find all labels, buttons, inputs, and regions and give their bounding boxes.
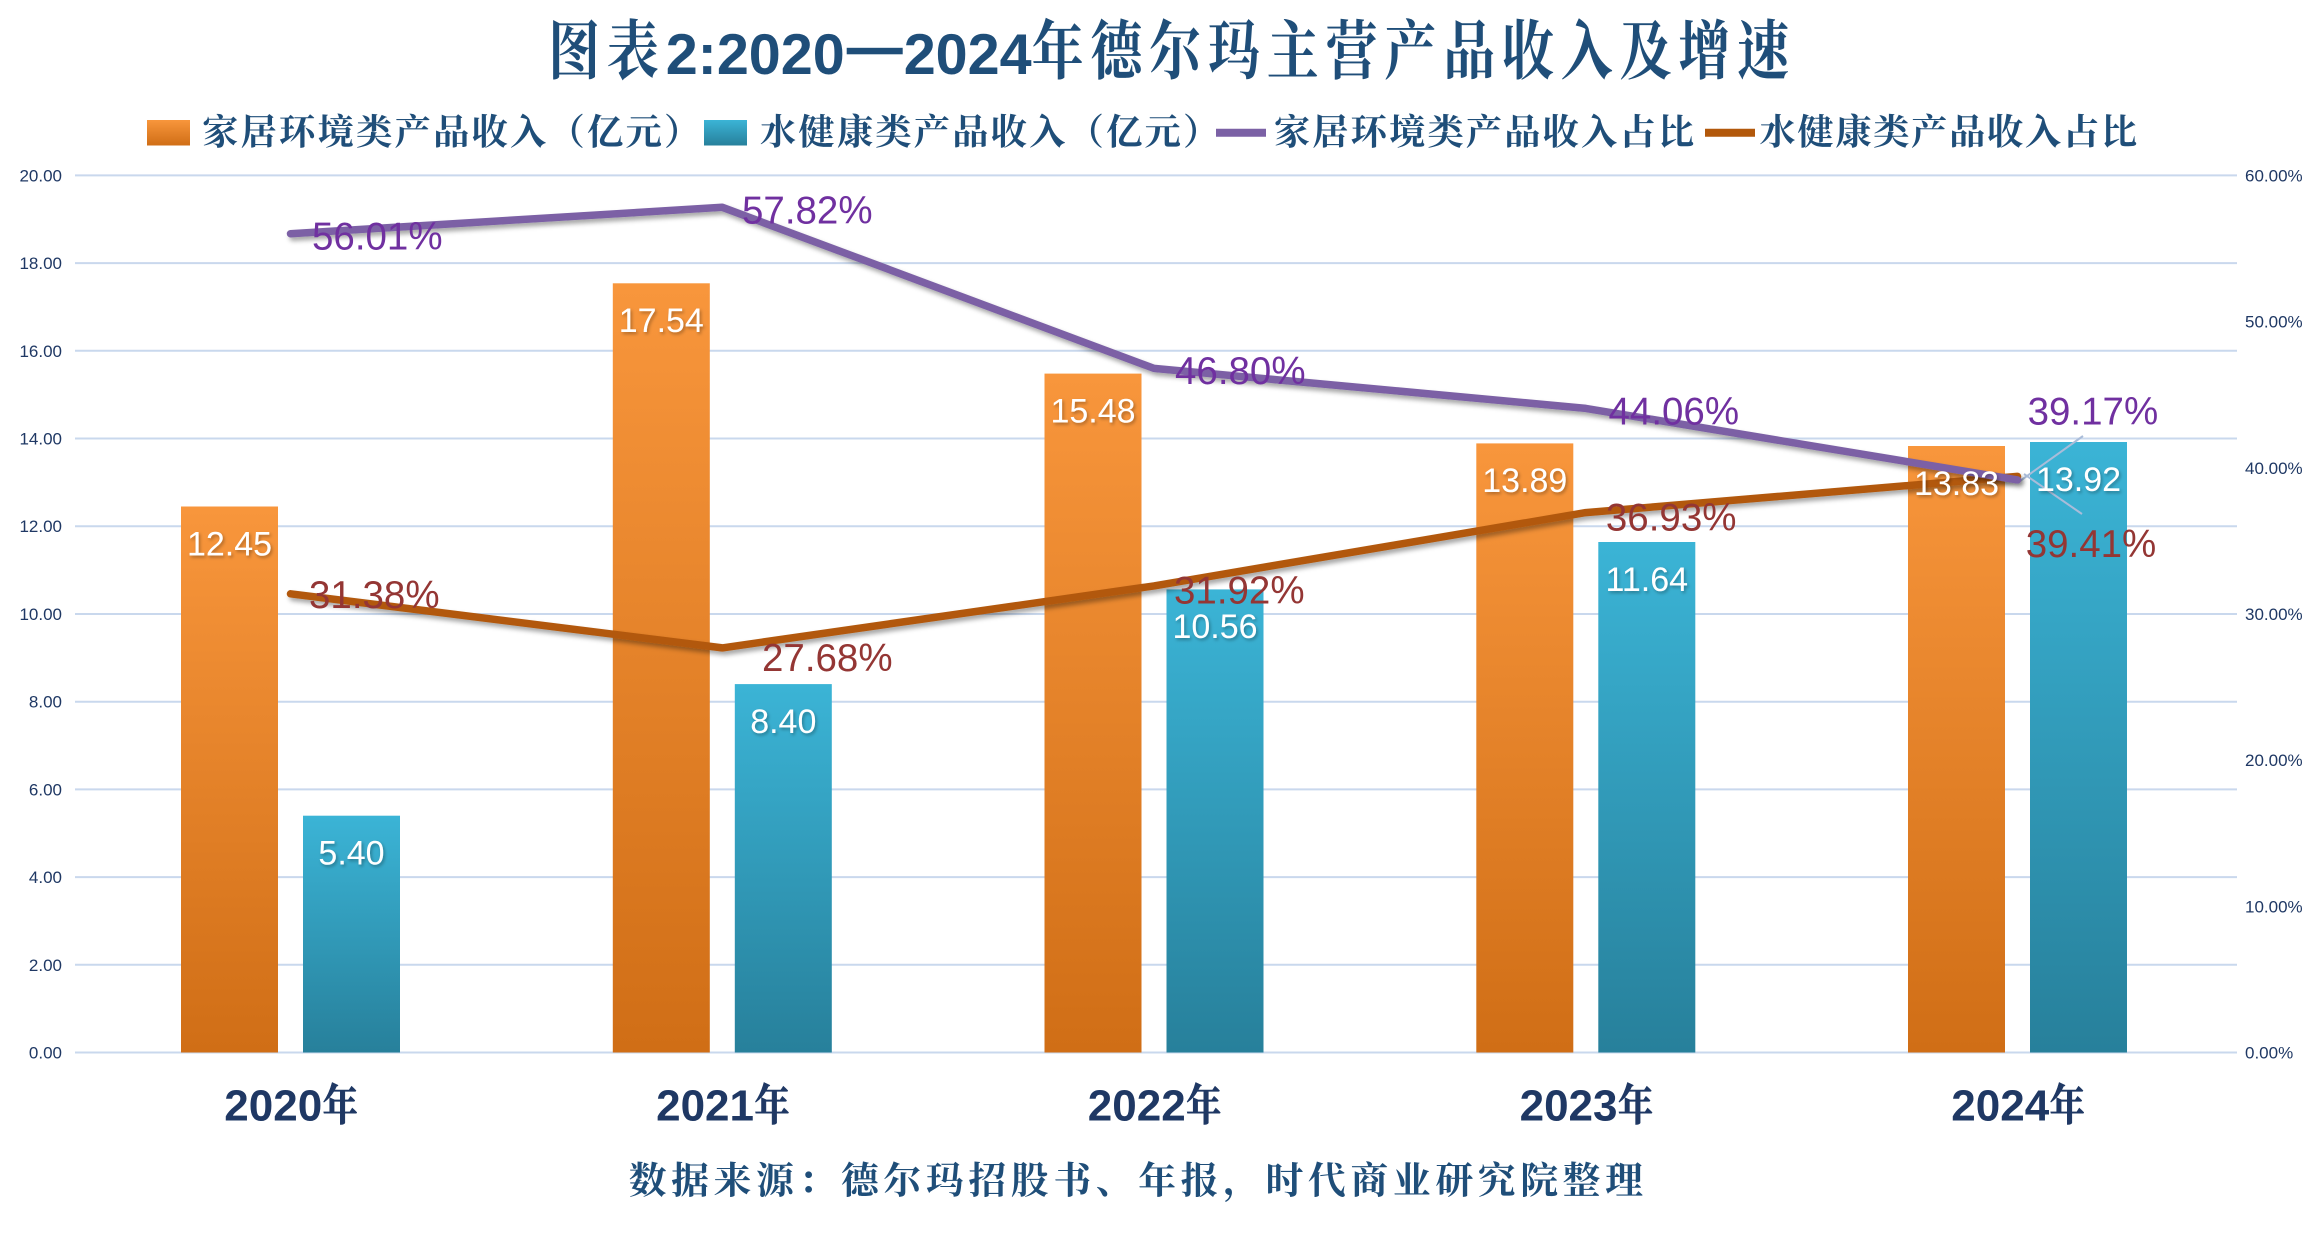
svg-text:10.00%: 10.00% xyxy=(2245,897,2303,916)
svg-text:11.64: 11.64 xyxy=(1606,561,1689,599)
svg-text:8.00: 8.00 xyxy=(29,693,62,712)
svg-text:13.89: 13.89 xyxy=(1482,462,1567,500)
svg-text:2023: 2023 xyxy=(1520,1082,1618,1131)
svg-text:2020: 2020 xyxy=(224,1082,322,1131)
svg-text:27.68%: 27.68% xyxy=(762,637,893,680)
svg-text:2024: 2024 xyxy=(1951,1082,2049,1131)
svg-text:44.06%: 44.06% xyxy=(1609,391,1740,434)
svg-text:2:2020: 2:2020 xyxy=(666,23,845,87)
svg-text:10.56: 10.56 xyxy=(1172,608,1257,646)
svg-text:60.00%: 60.00% xyxy=(2245,166,2303,185)
svg-text:0.00%: 0.00% xyxy=(2245,1044,2293,1063)
svg-text:30.00%: 30.00% xyxy=(2245,605,2303,624)
svg-text:50.00%: 50.00% xyxy=(2245,313,2303,332)
svg-text:12.45: 12.45 xyxy=(187,525,272,563)
svg-text:13.83: 13.83 xyxy=(1914,465,1999,503)
svg-text:0.00: 0.00 xyxy=(29,1044,62,1063)
svg-text:39.41%: 39.41% xyxy=(2026,523,2157,566)
svg-text:13.92: 13.92 xyxy=(2036,461,2121,499)
svg-text:2.00: 2.00 xyxy=(29,956,62,975)
svg-text:20.00%: 20.00% xyxy=(2245,751,2303,770)
svg-text:20.00: 20.00 xyxy=(19,166,62,185)
svg-text:40.00%: 40.00% xyxy=(2245,459,2303,478)
svg-text:39.17%: 39.17% xyxy=(2028,391,2159,434)
svg-text:57.82%: 57.82% xyxy=(742,189,873,232)
svg-text:2022: 2022 xyxy=(1088,1082,1186,1131)
svg-text:56.01%: 56.01% xyxy=(312,216,443,259)
svg-text:8.40: 8.40 xyxy=(750,703,816,741)
svg-text:2024: 2024 xyxy=(904,23,1032,87)
svg-text:31.92%: 31.92% xyxy=(1174,570,1305,613)
svg-text:14.00: 14.00 xyxy=(19,430,62,449)
svg-text:12.00: 12.00 xyxy=(19,517,62,536)
svg-text:16.00: 16.00 xyxy=(19,342,62,361)
svg-text:6.00: 6.00 xyxy=(29,780,62,799)
svg-text:36.93%: 36.93% xyxy=(1606,496,1737,539)
svg-text:4.00: 4.00 xyxy=(29,868,62,887)
svg-text:31.38%: 31.38% xyxy=(309,574,440,617)
svg-text:18.00: 18.00 xyxy=(19,254,62,273)
svg-text:46.80%: 46.80% xyxy=(1175,350,1306,393)
svg-text:2021: 2021 xyxy=(656,1082,754,1131)
svg-text:10.00: 10.00 xyxy=(19,605,62,624)
svg-text:15.48: 15.48 xyxy=(1050,392,1135,430)
svg-text:17.54: 17.54 xyxy=(619,302,704,340)
svg-text:5.40: 5.40 xyxy=(318,835,384,873)
